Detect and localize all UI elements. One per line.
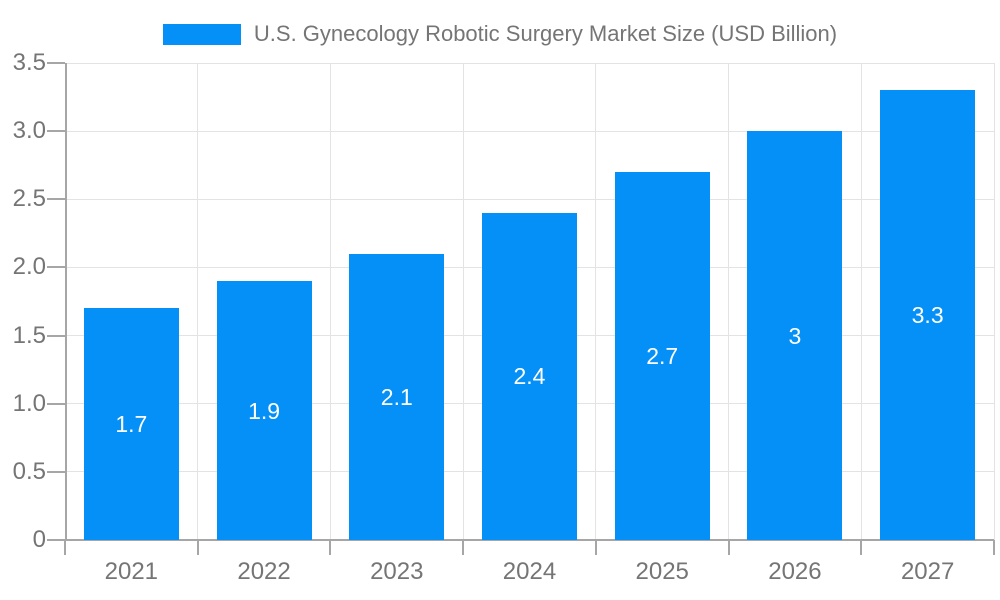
bar (216, 281, 312, 540)
y-axis-tick (47, 334, 65, 337)
bar (482, 212, 577, 540)
y-axis-tick (47, 402, 65, 405)
bar-value-label: 1.7 (115, 411, 148, 438)
x-axis-tick (993, 540, 995, 555)
v-gridline (197, 63, 199, 540)
y-axis-tick (47, 198, 65, 201)
y-axis-label: 3.0 (12, 117, 46, 145)
y-axis-label: 2.0 (12, 253, 46, 281)
bar-value-label: 2.7 (646, 343, 679, 369)
y-axis-tick (47, 470, 65, 473)
y-axis-label: 0 (32, 526, 46, 553)
h-gridline (65, 62, 994, 64)
x-axis-tick (860, 540, 863, 555)
x-axis-label: 2025 (635, 558, 689, 585)
x-axis-line (65, 539, 994, 541)
x-axis-label: 2022 (237, 558, 291, 585)
y-axis-line (65, 63, 67, 540)
h-gridline (65, 198, 994, 200)
x-axis-tick (329, 540, 332, 555)
x-axis-label: 2026 (768, 558, 822, 585)
y-axis-tick (47, 62, 65, 64)
v-gridline (993, 63, 995, 540)
bar (614, 172, 710, 540)
y-axis-label: 3.5 (12, 49, 46, 76)
x-axis-label: 2021 (104, 558, 159, 585)
bar-value-label: 2.1 (380, 383, 413, 410)
y-axis-label: 0.5 (12, 457, 46, 485)
x-axis-label: 2023 (370, 558, 424, 585)
bar-value-label: 1.9 (248, 397, 281, 424)
bar (349, 253, 445, 540)
bar (747, 131, 843, 540)
v-gridline (860, 63, 862, 540)
bar-value-label: 2.4 (513, 363, 546, 390)
v-gridline (595, 63, 597, 540)
v-gridline (329, 63, 331, 540)
y-axis-label: 2.5 (12, 185, 46, 213)
bar (83, 308, 179, 540)
bar-value-label: 3 (788, 322, 802, 349)
legend-swatch (162, 23, 241, 45)
v-gridline (462, 63, 464, 540)
bar (880, 90, 976, 540)
y-axis-tick (47, 539, 65, 541)
x-axis-label: 2024 (502, 558, 557, 585)
x-axis-tick (64, 540, 66, 555)
y-axis-tick (47, 266, 65, 269)
chart-title: U.S. Gynecology Robotic Surgery Market S… (253, 21, 838, 46)
x-axis-tick (727, 540, 730, 555)
h-gridline (65, 130, 994, 132)
x-axis-label: 2027 (900, 558, 955, 585)
plot-area: 1.7 1.9 2.1 2.4 2.7 3 3.3 (65, 62, 995, 541)
y-axis-tick (47, 130, 65, 133)
v-gridline (728, 63, 730, 540)
y-axis-label: 1.5 (12, 321, 46, 349)
x-axis-tick (594, 540, 597, 555)
x-axis-tick (196, 540, 199, 555)
y-axis-label: 1.0 (12, 389, 46, 417)
bar-value-label: 3.3 (911, 302, 944, 329)
legend: U.S. Gynecology Robotic Surgery Market S… (0, 20, 1000, 48)
x-axis-tick (462, 540, 465, 555)
